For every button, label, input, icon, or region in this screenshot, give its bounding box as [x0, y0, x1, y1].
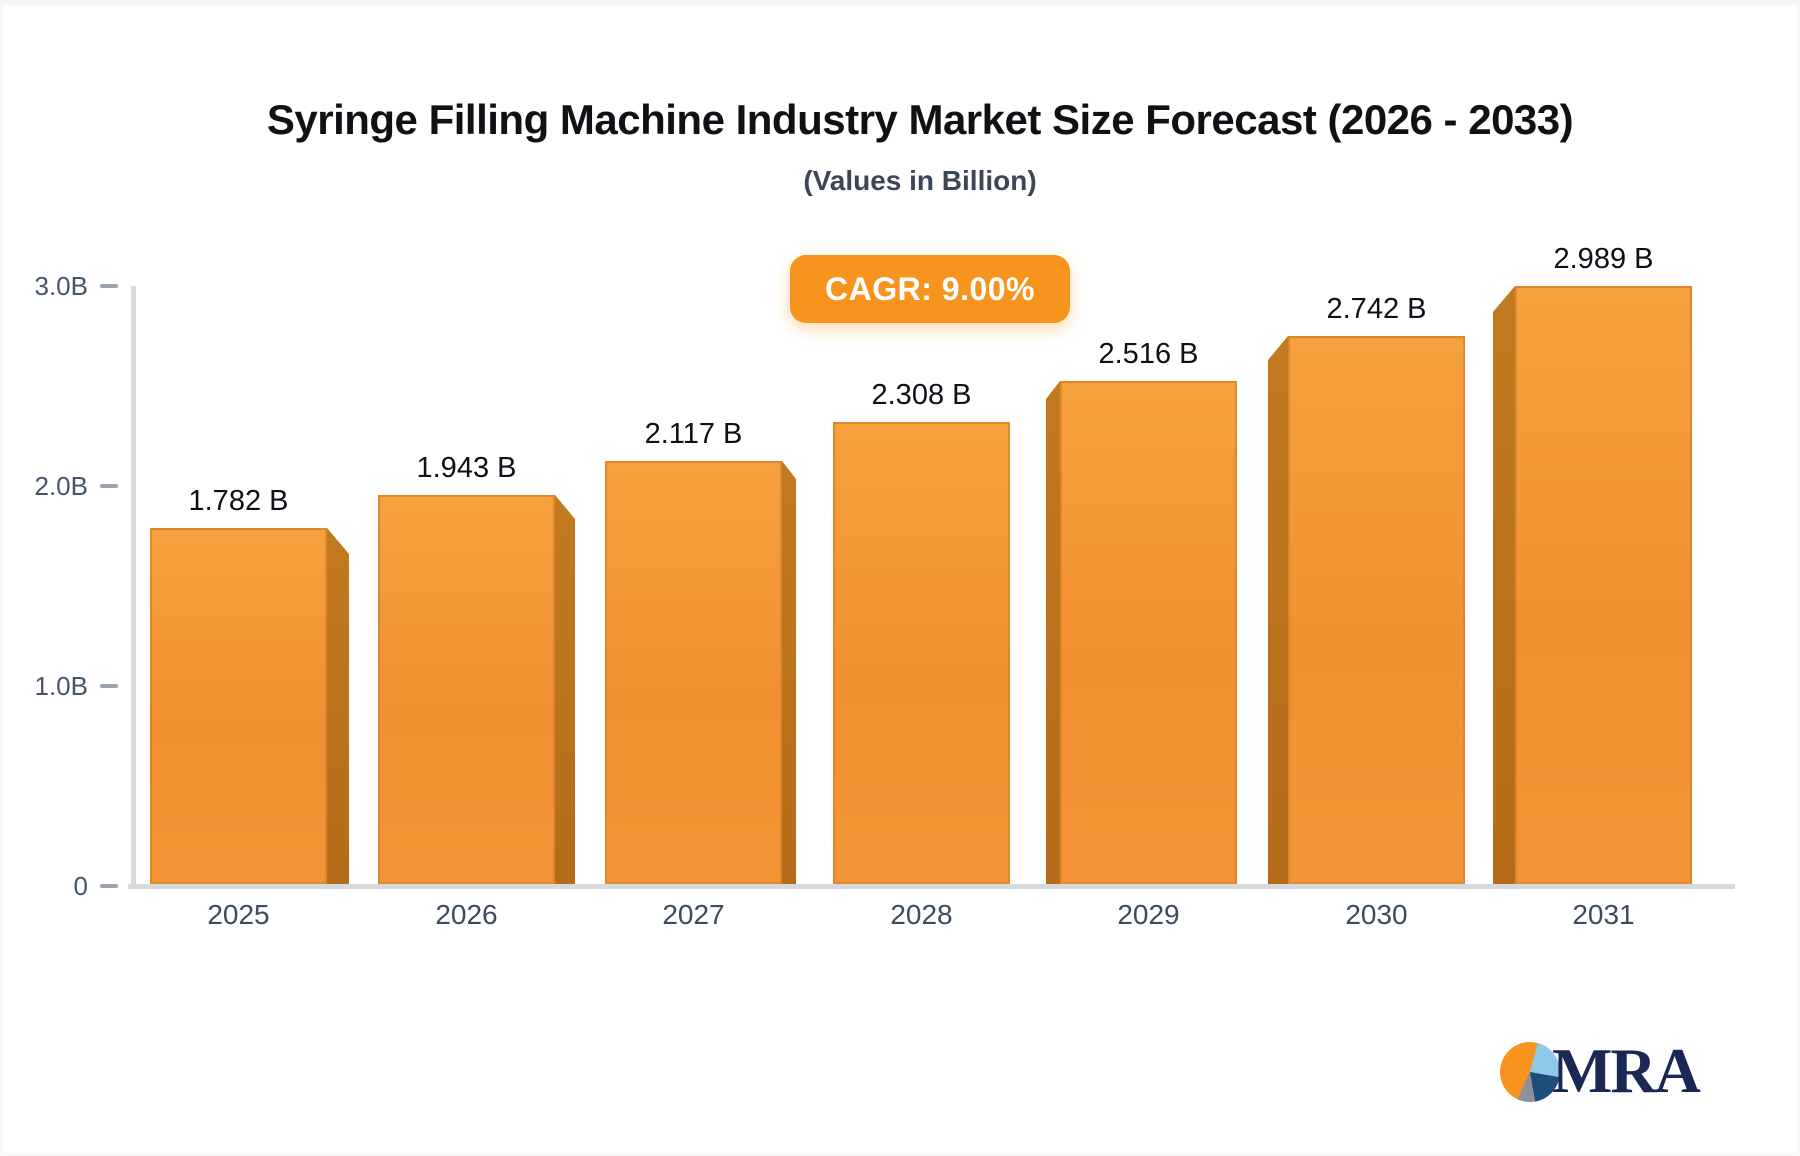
x-axis-label: 2029 [1117, 899, 1180, 930]
y-tick-mark [100, 284, 118, 288]
bar-side-face [1046, 381, 1060, 884]
y-tick-mark [100, 684, 118, 688]
bar-value-label: 2.516 B [1098, 338, 1199, 370]
bar-value-label: 1.943 B [416, 452, 517, 484]
x-axis-label: 2025 [207, 899, 270, 930]
bar-2028 [833, 422, 1010, 884]
bar-side-face [327, 528, 349, 884]
x-axis-label: 2026 [435, 899, 498, 930]
bar-2030 [1288, 336, 1465, 884]
y-tick-mark [100, 484, 118, 488]
bar-side-face [555, 495, 575, 884]
bar-2025 [150, 528, 327, 884]
bar-value-label: 2.989 B [1553, 243, 1654, 275]
y-tick-label: 0 [73, 871, 88, 901]
x-axis-label: 2031 [1572, 899, 1635, 930]
y-tick-label: 3.0B [34, 271, 89, 301]
x-axis-line [128, 884, 1735, 889]
bar-2031 [1515, 286, 1692, 884]
bar-side-face [1268, 336, 1288, 884]
bar-2029 [1060, 381, 1237, 884]
bar-value-label: 2.742 B [1326, 293, 1427, 325]
bar-side-face [1493, 286, 1515, 884]
y-tick-label: 1.0B [34, 671, 89, 701]
x-axis-label: 2030 [1345, 899, 1408, 930]
bar-side-face [782, 461, 796, 884]
bar-2027 [605, 461, 782, 884]
bar-value-label: 2.117 B [644, 418, 743, 450]
brand-logo-text: MRA [1552, 1035, 1701, 1106]
chart-subtitle: (Values in Billion) [803, 165, 1037, 196]
y-axis-line [131, 286, 136, 889]
bar-2026 [378, 495, 555, 884]
y-tick-label: 2.0B [34, 471, 89, 501]
bar-value-label: 1.782 B [188, 485, 289, 517]
y-tick-mark [100, 884, 118, 888]
x-axis-label: 2028 [890, 899, 953, 930]
cagr-badge: CAGR: 9.00% [790, 255, 1070, 323]
pie-chart-logo-icon [1500, 1042, 1560, 1102]
x-axis-label: 2027 [662, 899, 725, 930]
bar-value-label: 2.308 B [871, 379, 972, 411]
chart-title: Syringe Filling Machine Industry Market … [266, 96, 1574, 143]
brand-logo: MRA [1500, 1036, 1750, 1106]
